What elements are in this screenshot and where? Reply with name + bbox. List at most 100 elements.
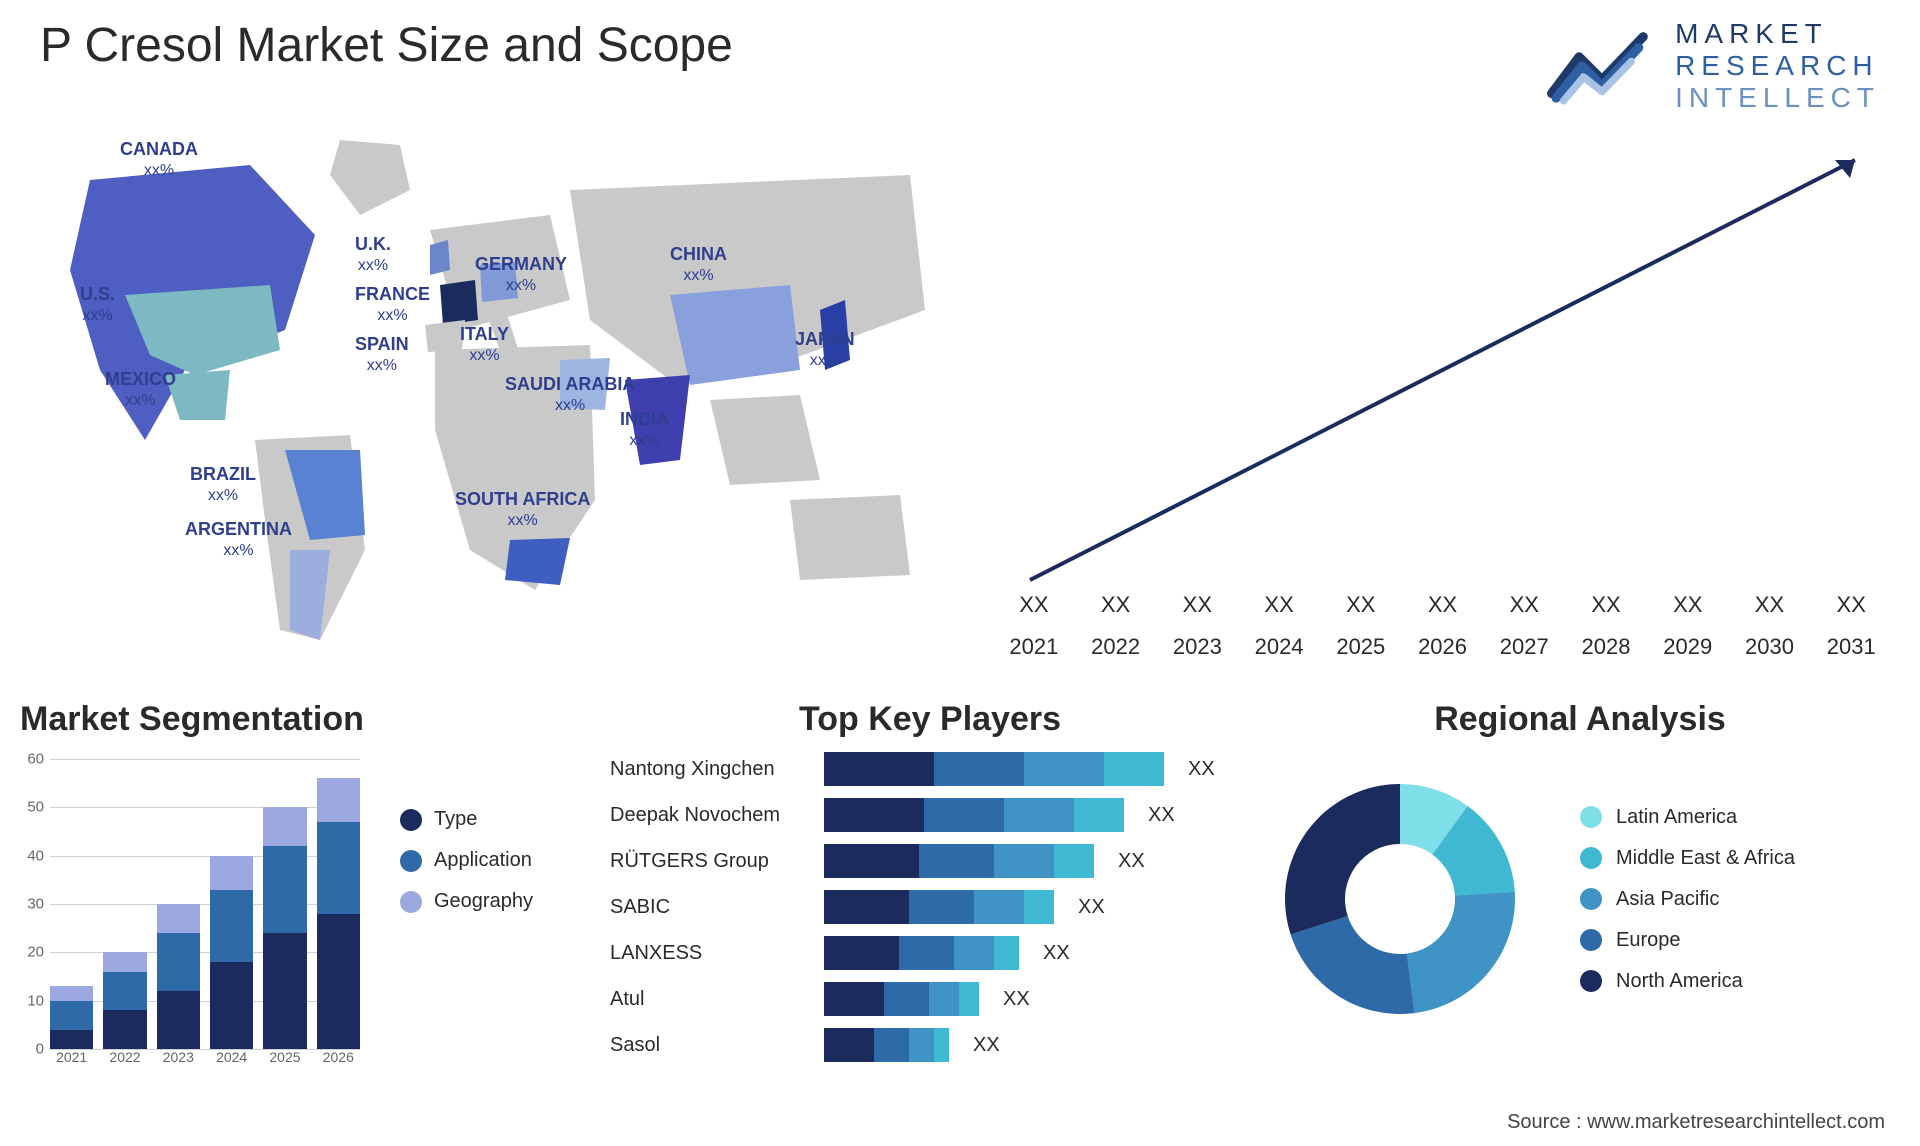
forecast-year: 2026: [1409, 634, 1477, 660]
map-label: ARGENTINAxx%: [185, 520, 292, 560]
forecast-year: 2023: [1163, 634, 1231, 660]
map-label: INDIAxx%: [620, 410, 669, 450]
forecast-year: 2027: [1490, 634, 1558, 660]
player-bar: [824, 982, 979, 1016]
regional-donut: [1270, 769, 1530, 1029]
player-value: XX: [1078, 896, 1105, 919]
segmentation-bar: [210, 856, 253, 1049]
segmentation-legend-item: Type: [400, 808, 533, 831]
forecast-year: 2028: [1572, 634, 1640, 660]
logo-line-1: MARKET: [1675, 18, 1880, 50]
regional-legend-item: Asia Pacific: [1580, 888, 1795, 911]
player-name: LANXESS: [610, 942, 810, 965]
player-bar: [824, 936, 1019, 970]
player-bar: [824, 844, 1094, 878]
donut-slice: [1407, 892, 1515, 1013]
map-label: MEXICOxx%: [105, 370, 176, 410]
segmentation-year: 2025: [263, 1049, 306, 1065]
map-label: BRAZILxx%: [190, 465, 256, 505]
forecast-year: 2024: [1245, 634, 1313, 660]
map-label: JAPANxx%: [795, 330, 855, 370]
player-value: XX: [1148, 804, 1175, 827]
player-value: XX: [1188, 758, 1215, 781]
map-label: SAUDI ARABIAxx%: [505, 375, 635, 415]
player-row: RÜTGERS Group XX: [610, 841, 1250, 881]
source-attribution: Source : www.marketresearchintellect.com: [1507, 1111, 1885, 1134]
logo-line-2: RESEARCH: [1675, 50, 1880, 82]
segmentation-title: Market Segmentation: [20, 700, 580, 739]
player-bar: [824, 890, 1054, 924]
player-name: Deepak Novochem: [610, 804, 810, 827]
logo-icon: [1547, 26, 1657, 106]
map-label: SPAINxx%: [355, 335, 409, 375]
players-title: Top Key Players: [610, 700, 1250, 739]
forecast-year: 2030: [1736, 634, 1804, 660]
map-region: [790, 495, 910, 580]
map-label: SOUTH AFRICAxx%: [455, 490, 590, 530]
regional-title: Regional Analysis: [1270, 700, 1890, 739]
map-label: CHINAxx%: [670, 245, 727, 285]
player-row: Deepak Novochem XX: [610, 795, 1250, 835]
page-title: P Cresol Market Size and Scope: [40, 18, 733, 73]
regional-legend-item: Middle East & Africa: [1580, 847, 1795, 870]
forecast-year: 2025: [1327, 634, 1395, 660]
player-name: Nantong Xingchen: [610, 758, 810, 781]
player-bar: [824, 1028, 949, 1062]
regional-legend-item: Latin America: [1580, 806, 1795, 829]
player-row: Sasol XX: [610, 1025, 1250, 1065]
world-map: CANADAxx% U.S.xx% MEXICOxx% BRAZILxx% ARGENT…: [30, 120, 960, 680]
segmentation-year: 2026: [317, 1049, 360, 1065]
segmentation-bar: [157, 904, 200, 1049]
segmentation-bar: [50, 986, 93, 1049]
key-players-section: Top Key Players Nantong XingchenXXDeepak…: [610, 700, 1250, 1100]
player-row: Nantong Xingchen XX: [610, 749, 1250, 789]
player-name: Atul: [610, 988, 810, 1011]
logo-line-3: INTELLECT: [1675, 82, 1880, 114]
player-row: Atul XX: [610, 979, 1250, 1019]
forecast-chart: XXXXXXXXXXXXXXXXXXXXXX 20212022202320242…: [1000, 150, 1885, 660]
player-value: XX: [973, 1034, 1000, 1057]
map-label: U.K.xx%: [355, 235, 391, 275]
segmentation-bar: [263, 807, 306, 1049]
map-region: [710, 395, 820, 485]
map-label: U.S.xx%: [80, 285, 115, 325]
map-region: [430, 240, 450, 275]
player-name: Sasol: [610, 1034, 810, 1057]
map-label: CANADAxx%: [120, 140, 198, 180]
map-label: FRANCExx%: [355, 285, 430, 325]
regional-legend-item: North America: [1580, 970, 1795, 993]
player-row: SABIC XX: [610, 887, 1250, 927]
regional-legend-item: Europe: [1580, 929, 1795, 952]
player-name: SABIC: [610, 896, 810, 919]
map-label: ITALYxx%: [460, 325, 509, 365]
segmentation-legend-item: Application: [400, 849, 533, 872]
segmentation-bar: [317, 778, 360, 1049]
segmentation-legend-item: Geography: [400, 890, 533, 913]
player-name: RÜTGERS Group: [610, 850, 810, 873]
segmentation-year: 2022: [103, 1049, 146, 1065]
map-region: [330, 140, 410, 215]
player-value: XX: [1118, 850, 1145, 873]
donut-slice: [1291, 916, 1415, 1014]
forecast-year: 2029: [1654, 634, 1722, 660]
player-row: LANXESS XX: [610, 933, 1250, 973]
player-bar: [824, 798, 1124, 832]
segmentation-section: Market Segmentation 0102030405060 202120…: [20, 700, 580, 1100]
map-label: GERMANYxx%: [475, 255, 567, 295]
map-region: [440, 280, 478, 325]
forecast-year: 2021: [1000, 634, 1068, 660]
segmentation-bar: [103, 952, 146, 1049]
player-value: XX: [1003, 988, 1030, 1011]
segmentation-year: 2021: [50, 1049, 93, 1065]
segmentation-year: 2024: [210, 1049, 253, 1065]
brand-logo: MARKET RESEARCH INTELLECT: [1547, 18, 1880, 115]
map-region: [670, 285, 800, 385]
forecast-year: 2022: [1082, 634, 1150, 660]
regional-section: Regional Analysis Latin America Middle Ea…: [1270, 700, 1890, 1100]
player-value: XX: [1043, 942, 1070, 965]
map-region: [505, 538, 570, 585]
map-region: [425, 320, 465, 352]
player-bar: [824, 752, 1164, 786]
forecast-year: 2031: [1817, 634, 1885, 660]
segmentation-year: 2023: [157, 1049, 200, 1065]
